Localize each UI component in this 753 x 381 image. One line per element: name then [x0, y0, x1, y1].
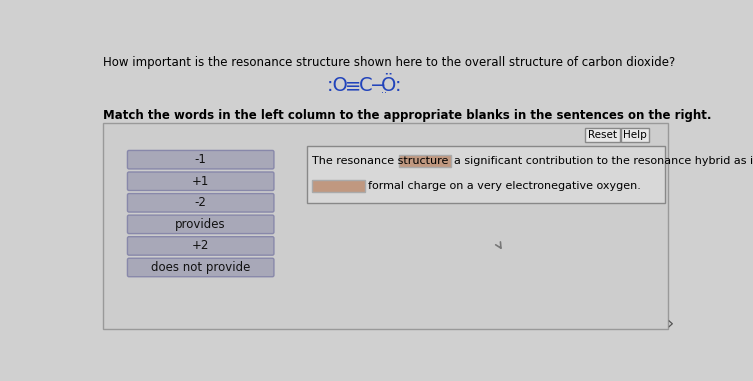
FancyBboxPatch shape: [127, 258, 274, 277]
Text: ≡: ≡: [345, 76, 361, 95]
Text: ··: ··: [381, 88, 387, 98]
FancyBboxPatch shape: [398, 155, 451, 167]
FancyBboxPatch shape: [127, 150, 274, 169]
Text: Ö:: Ö:: [381, 76, 402, 95]
FancyBboxPatch shape: [307, 146, 666, 203]
FancyBboxPatch shape: [127, 237, 274, 255]
FancyBboxPatch shape: [621, 128, 649, 142]
FancyBboxPatch shape: [586, 128, 620, 142]
Text: formal charge on a very electronegative oxygen.: formal charge on a very electronegative …: [367, 181, 641, 191]
Text: The resonance structure: The resonance structure: [312, 156, 448, 166]
FancyBboxPatch shape: [127, 215, 274, 234]
Text: +2: +2: [192, 239, 209, 253]
Text: :O: :O: [327, 76, 349, 95]
Text: Help: Help: [623, 130, 647, 140]
FancyBboxPatch shape: [103, 123, 668, 329]
FancyBboxPatch shape: [127, 194, 274, 212]
Text: +1: +1: [192, 175, 209, 188]
Text: does not provide: does not provide: [151, 261, 251, 274]
Text: -2: -2: [195, 196, 206, 209]
Text: −: −: [370, 76, 386, 95]
Text: -1: -1: [195, 153, 206, 166]
FancyBboxPatch shape: [127, 172, 274, 190]
Text: a significant contribution to the resonance hybrid as it has a: a significant contribution to the resona…: [455, 156, 753, 166]
Text: Reset: Reset: [588, 130, 617, 140]
Text: ›: ›: [666, 315, 674, 333]
Text: C: C: [359, 76, 373, 95]
Text: provides: provides: [175, 218, 226, 231]
FancyBboxPatch shape: [312, 180, 364, 192]
Text: Match the words in the left column to the appropriate blanks in the sentences on: Match the words in the left column to th…: [103, 109, 712, 122]
Text: How important is the resonance structure shown here to the overall structure of : How important is the resonance structure…: [103, 56, 675, 69]
